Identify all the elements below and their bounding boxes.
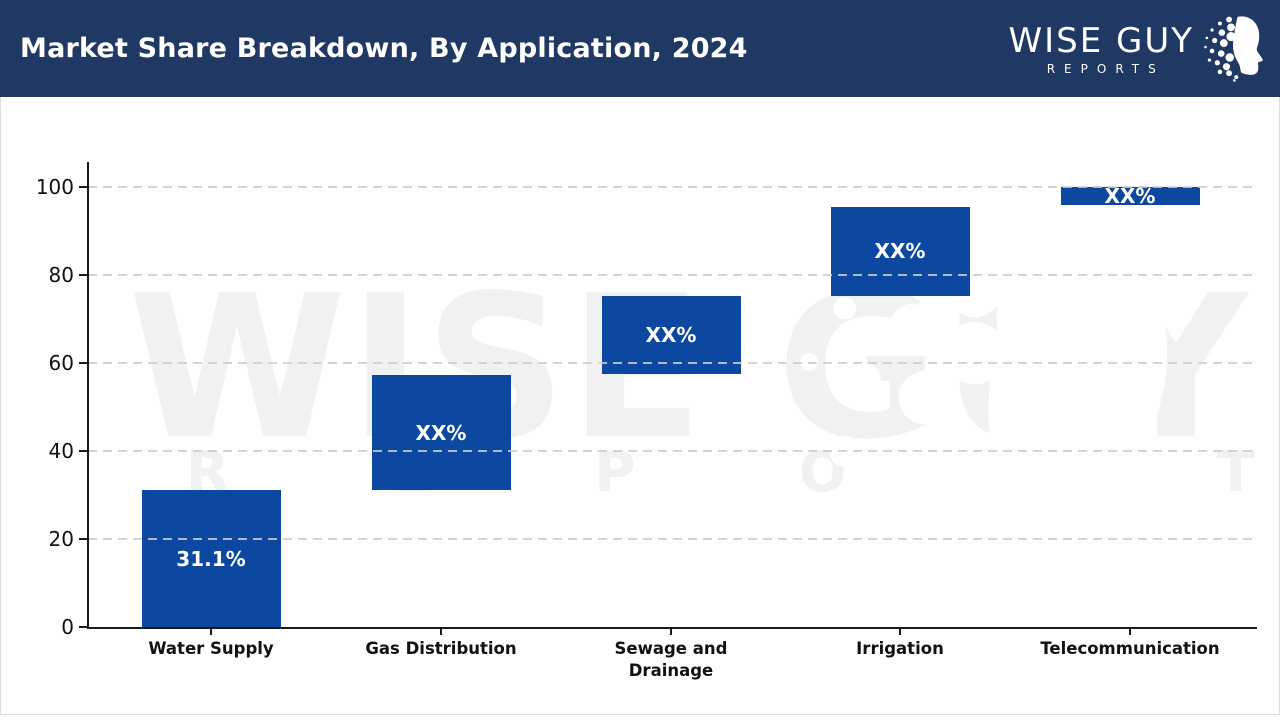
gridline — [88, 274, 1256, 276]
brand-logo-text: WISE GUY REPORTS — [1008, 23, 1194, 76]
brand-name: WISE GUY — [1008, 20, 1194, 61]
y-axis-line — [87, 162, 89, 628]
x-category-label: Telecommunication — [1040, 639, 1220, 658]
x-tick-mark — [670, 629, 672, 635]
y-tick-mark — [79, 450, 87, 452]
head-silhouette-icon — [1204, 16, 1263, 82]
y-tick-mark — [79, 538, 87, 540]
x-tick-mark — [210, 629, 212, 635]
y-tick-label: 0 — [61, 615, 74, 639]
y-tick-label: 100 — [35, 175, 74, 199]
gridline — [88, 186, 1256, 188]
bar-irrigation: XX% — [830, 206, 970, 296]
x-category-label: Water Supply — [148, 639, 274, 658]
brand-logo: WISE GUY REPORTS — [1008, 6, 1266, 92]
y-tick-label: 40 — [48, 439, 74, 463]
x-category-label: Irrigation — [856, 639, 944, 658]
x-axis-line — [87, 627, 1257, 629]
bar-value-label: XX% — [1104, 184, 1156, 209]
bar-water-supply: 31.1% — [141, 490, 281, 627]
y-tick-label: 20 — [48, 527, 74, 551]
bar-value-label: XX% — [874, 239, 926, 264]
y-tick-mark — [79, 626, 87, 628]
gridline — [88, 538, 1256, 540]
brand-subtitle: REPORTS — [1046, 61, 1165, 76]
bar-sewage-and-drainage: XX% — [601, 296, 741, 374]
gridline — [88, 450, 1256, 452]
bar-telecommunication: XX% — [1060, 184, 1200, 209]
y-tick-mark — [79, 186, 87, 188]
page-title: Market Share Breakdown, By Application, … — [20, 33, 748, 64]
bar-value-label: XX% — [645, 323, 697, 348]
x-category-label: Sewage and Drainage — [614, 639, 728, 680]
header-bar: Market Share Breakdown, By Application, … — [0, 0, 1280, 97]
y-tick-label: 80 — [48, 263, 74, 287]
gridline — [88, 362, 1256, 364]
y-tick-mark — [79, 362, 87, 364]
bar-value-label: XX% — [415, 420, 467, 445]
x-tick-mark — [1129, 629, 1131, 635]
bar-value-label: 31.1% — [176, 546, 246, 571]
y-tick-label: 60 — [48, 351, 74, 375]
x-tick-mark — [899, 629, 901, 635]
bar-gas-distribution: XX% — [371, 374, 511, 491]
x-category-label: Gas Distribution — [365, 639, 517, 658]
x-tick-mark — [440, 629, 442, 635]
y-tick-mark — [79, 274, 87, 276]
